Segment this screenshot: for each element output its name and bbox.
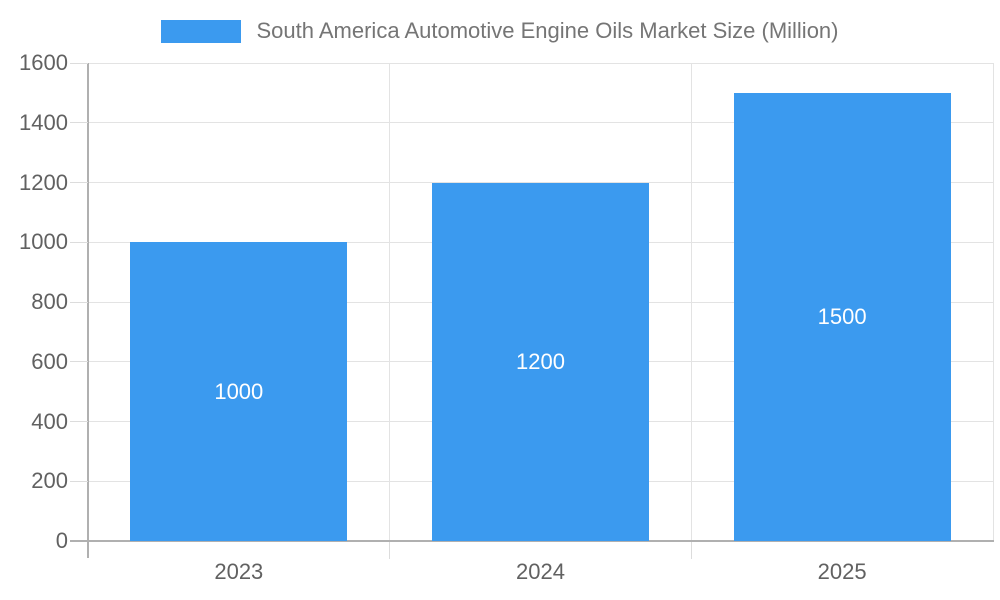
- legend-label: South America Automotive Engine Oils Mar…: [256, 18, 839, 43]
- y-axis-tick: [70, 480, 88, 482]
- y-axis-tick: [70, 421, 88, 422]
- x-tick-label-2025: 2025: [817, 559, 867, 584]
- y-tick-label: 1000: [19, 229, 68, 255]
- y-tick-label: 600: [31, 348, 68, 374]
- y-axis-tick: [70, 361, 88, 363]
- y-axis-tick: [70, 122, 88, 124]
- y-axis-line: [87, 63, 89, 558]
- y-tick-label: 200: [31, 468, 68, 494]
- y-tick-label: 1400: [19, 109, 68, 135]
- y-axis-tick: [70, 241, 88, 243]
- y-tick-label: 0: [55, 528, 68, 553]
- bar-2024[interactable]: [431, 182, 650, 541]
- v-gridline: [690, 63, 692, 541]
- bar-2025[interactable]: [733, 92, 951, 541]
- bar-value-label-2023: 1000: [214, 378, 264, 404]
- y-axis-tick: [70, 62, 88, 64]
- bar-value-label-2024: 1200: [516, 348, 565, 374]
- x-axis-tick: [690, 542, 692, 559]
- h-gridline: [88, 122, 993, 124]
- legend: South America Automotive Engine Oils Mar…: [0, 18, 1000, 44]
- y-tick-label: 800: [31, 289, 68, 314]
- legend-swatch: [161, 19, 242, 43]
- v-gridline: [992, 63, 994, 541]
- x-tick-label-2023: 2023: [214, 559, 264, 584]
- y-axis-tick: [70, 182, 88, 183]
- y-tick-label: 1600: [19, 50, 68, 75]
- bar-2023[interactable]: [130, 242, 348, 541]
- v-gridline: [389, 63, 391, 541]
- bar-value-label-2025: 1500: [817, 303, 867, 329]
- x-tick-label-2024: 2024: [516, 559, 565, 584]
- h-gridline: [88, 62, 993, 64]
- x-axis-tick: [389, 542, 391, 559]
- y-axis-tick: [70, 301, 88, 303]
- y-tick-label: 400: [31, 408, 68, 434]
- x-axis-line: [70, 540, 994, 542]
- y-tick-label: 1200: [19, 169, 68, 195]
- legend-item[interactable]: South America Automotive Engine Oils Mar…: [161, 18, 839, 44]
